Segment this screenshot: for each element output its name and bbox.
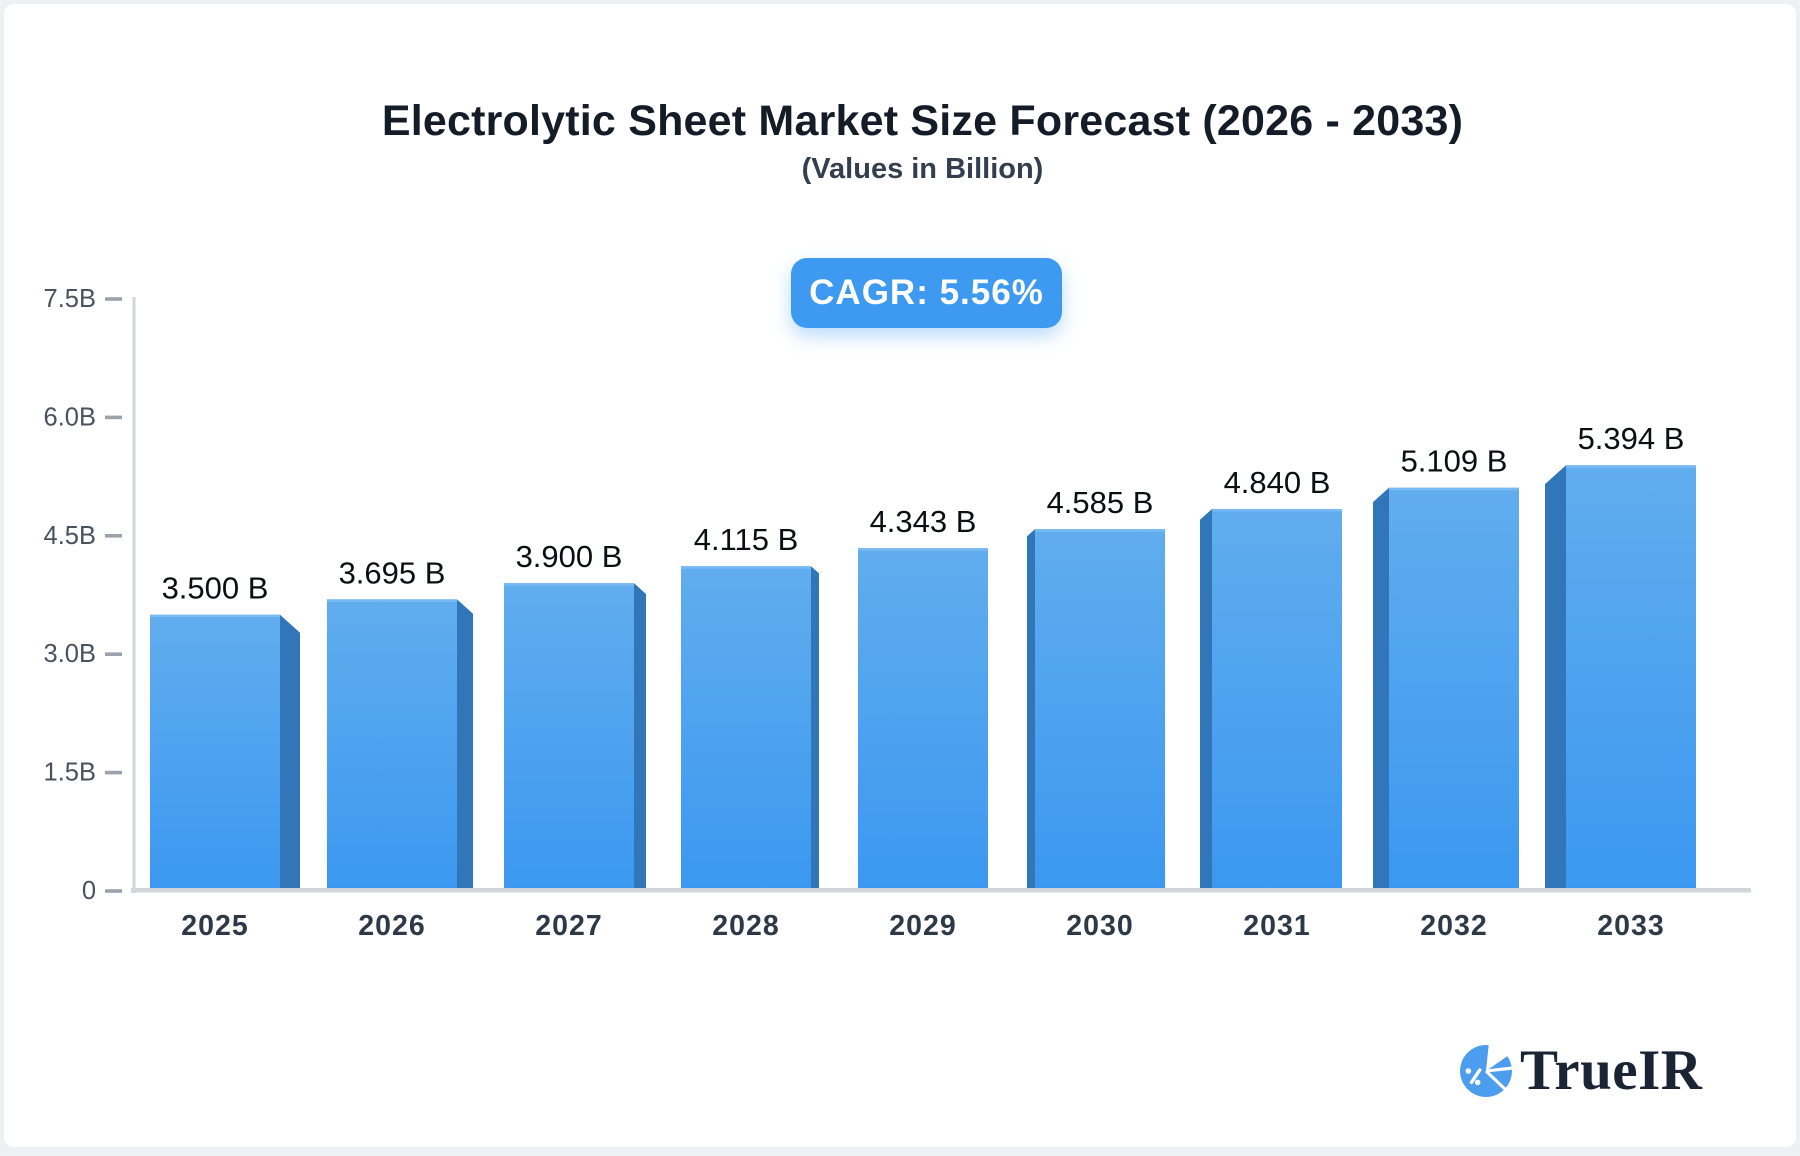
bar-top-edge bbox=[1566, 465, 1696, 468]
y-axis-tick bbox=[105, 652, 122, 656]
bar-face bbox=[1389, 487, 1519, 890]
cagr-badge: CAGR: 5.56% bbox=[791, 258, 1062, 328]
bar-side-face bbox=[1545, 465, 1566, 890]
bar-2032[interactable]: 5.109 B bbox=[1373, 444, 1519, 890]
y-axis-tick bbox=[105, 534, 122, 538]
bar-side-face bbox=[811, 566, 819, 890]
bar-value-label: 4.115 B bbox=[694, 522, 799, 557]
y-axis-tick-label: 4.5B bbox=[44, 522, 96, 550]
bar-2030[interactable]: 4.585 B bbox=[1027, 485, 1165, 890]
bar-chart: 0 1.5B 3.0B 4.5B 6.0B 7.5B 3.500 B 2025 3.695 B 2… bbox=[44, 285, 1751, 942]
y-axis-tick bbox=[105, 297, 122, 301]
bar-value-label: 3.695 B bbox=[339, 555, 446, 590]
y-axis-tick bbox=[105, 770, 122, 775]
bar-value-label: 5.394 B bbox=[1578, 421, 1685, 456]
bar-face bbox=[681, 566, 811, 890]
y-axis-tick-label: 7.5B bbox=[44, 285, 96, 313]
brand-name: TrueIR bbox=[1520, 1039, 1703, 1102]
bar-2033[interactable]: 5.394 B bbox=[1545, 421, 1696, 890]
x-axis-tick-label: 2025 bbox=[181, 910, 248, 942]
pie-percent-icon bbox=[1460, 1044, 1513, 1097]
y-axis-tick-label: 6.0B bbox=[44, 403, 96, 431]
bar-face bbox=[1212, 508, 1342, 890]
x-axis-tick-label: 2028 bbox=[712, 910, 779, 942]
bar-face bbox=[504, 583, 634, 890]
bar-face bbox=[327, 599, 457, 890]
x-axis-tick-label: 2030 bbox=[1066, 910, 1133, 942]
chart-card: Electrolytic Sheet Market Size Forecast … bbox=[4, 4, 1796, 1147]
y-axis-tick bbox=[105, 889, 122, 893]
bar-value-label: 3.900 B bbox=[516, 539, 623, 574]
y-axis-tick-label: 1.5B bbox=[44, 759, 96, 787]
x-axis-tick-label: 2033 bbox=[1597, 910, 1664, 942]
bar-top-edge bbox=[681, 566, 811, 569]
x-axis-tick-label: 2026 bbox=[358, 910, 425, 942]
y-axis-tick-label: 3.0B bbox=[44, 640, 96, 668]
bar-side-face bbox=[634, 583, 646, 890]
x-axis-line bbox=[131, 888, 1751, 893]
x-axis-tick-label: 2031 bbox=[1243, 910, 1310, 942]
bar-top-edge bbox=[150, 614, 280, 618]
bar-side-face bbox=[1200, 508, 1212, 890]
bar-face bbox=[858, 548, 988, 890]
bar-top-edge bbox=[1035, 529, 1165, 532]
x-axis-tick-label: 2029 bbox=[889, 910, 956, 942]
bar-value-label: 5.109 B bbox=[1401, 444, 1508, 479]
bar-value-label: 3.500 B bbox=[162, 571, 269, 606]
bar-side-face bbox=[457, 599, 473, 890]
bar-face bbox=[1566, 465, 1696, 890]
bar-2029[interactable]: 4.343 B bbox=[858, 504, 988, 890]
trueir-logo: TrueIR bbox=[1459, 1042, 1702, 1100]
bar-top-edge bbox=[1212, 508, 1342, 512]
bar-side-face bbox=[1027, 529, 1035, 890]
bar-face bbox=[150, 614, 280, 890]
bar-value-label: 4.840 B bbox=[1224, 465, 1331, 500]
bar-face bbox=[1035, 529, 1165, 890]
bar-2028[interactable]: 4.115 B bbox=[681, 522, 819, 890]
chart-title: Electrolytic Sheet Market Size Forecast … bbox=[381, 97, 1464, 145]
bar-top-edge bbox=[858, 548, 988, 551]
bar-top-edge bbox=[1389, 487, 1519, 491]
bar-2031[interactable]: 4.840 B bbox=[1200, 465, 1342, 890]
y-axis-tick bbox=[105, 415, 122, 420]
bar-side-face bbox=[1373, 487, 1389, 890]
bar-side-face bbox=[280, 614, 300, 890]
bar-value-label: 4.585 B bbox=[1047, 485, 1154, 520]
x-axis-tick-label: 2032 bbox=[1420, 910, 1487, 942]
bar-top-edge bbox=[327, 599, 457, 602]
y-axis-tick-label: 0 bbox=[82, 877, 96, 905]
y-axis-line bbox=[132, 297, 136, 893]
bar-value-label: 4.343 B bbox=[870, 504, 977, 539]
bar-2025[interactable]: 3.500 B bbox=[150, 571, 300, 890]
bar-top-edge bbox=[504, 583, 634, 586]
bar-2026[interactable]: 3.695 B bbox=[327, 555, 473, 890]
bar-2027[interactable]: 3.900 B bbox=[504, 539, 646, 890]
x-axis-tick-label: 2027 bbox=[535, 910, 602, 942]
chart-subtitle: (Values in Billion) bbox=[801, 153, 1044, 185]
